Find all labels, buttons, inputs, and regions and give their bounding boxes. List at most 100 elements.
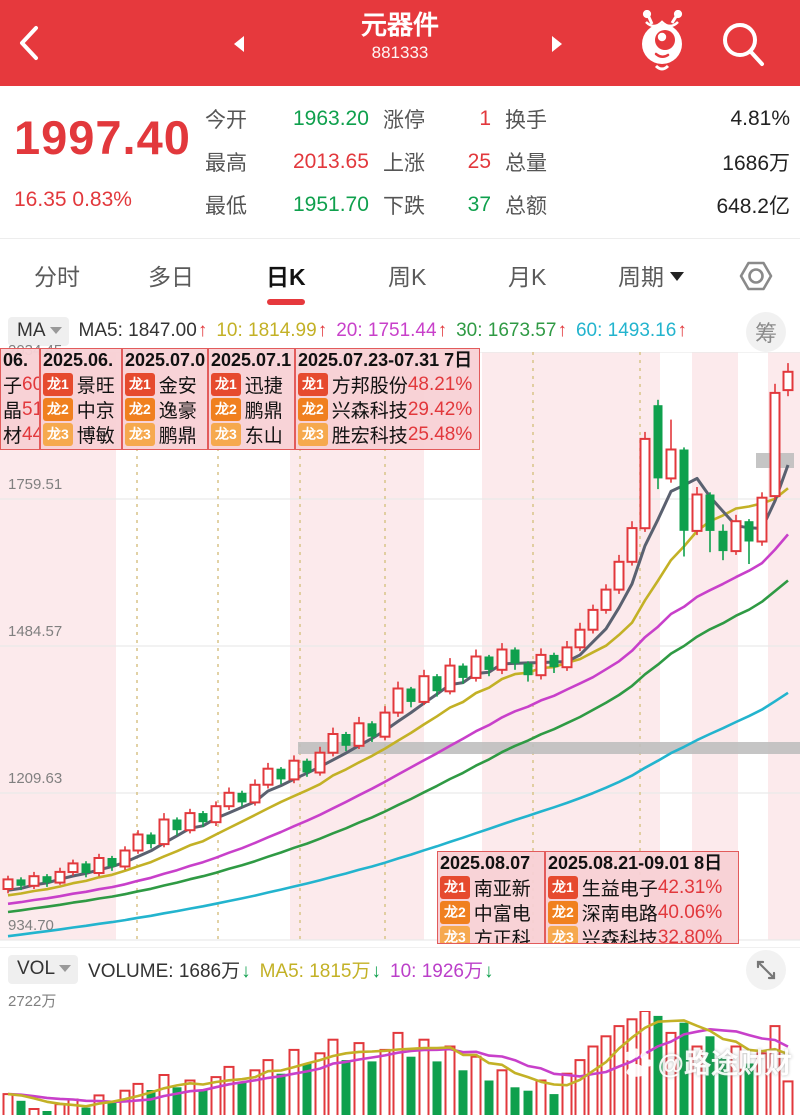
tab-label: 分时 — [34, 263, 80, 290]
dragon-rank-badge: 龙1 — [43, 373, 73, 396]
next-stock-arrow[interactable] — [552, 36, 562, 52]
quote-label: 下跌 — [383, 195, 425, 218]
settings-hexagon-icon[interactable] — [734, 255, 778, 297]
gain-percent: 44 — [22, 423, 39, 445]
gain-percent: 25.48% — [407, 423, 473, 445]
quote-value: 648.2亿 — [716, 195, 790, 218]
card-date-range: 2025.08.21-09.01 8日 — [548, 853, 723, 873]
legend-item: VOLUME: 1686万↓ — [88, 960, 251, 982]
quote-grid: 今开 1963.20 涨停 1 换手 4.81% 最高 2013.65 上涨 25 总量 1686万最… — [205, 102, 800, 222]
card-date-range: 2025.08.07 — [440, 853, 531, 873]
dragon-ranking-card: 2025.07.23-07.31 7日 龙1 方邦股份 48.21% 龙2 兴森科技 29.… — [295, 348, 480, 450]
dragon-rank-badge: 龙2 — [548, 901, 578, 924]
prev-stock-arrow[interactable] — [234, 36, 244, 52]
gain-percent: 40.06% — [657, 901, 723, 923]
quote-label: 总量 — [505, 152, 547, 175]
quote-row: 最高 2013.65 上涨 25 总量 1686万 — [205, 145, 790, 179]
dragon-row: 材44 — [1, 422, 39, 448]
chips-distribution-button[interactable]: 筹 — [746, 312, 786, 352]
y-axis-label: 1759.51 — [8, 476, 63, 493]
tab-周期[interactable]: 周期 — [618, 239, 684, 310]
dragon-row: 龙2 中京 — [41, 397, 121, 422]
legend-item: 10: 1926万↓ — [390, 960, 494, 982]
dragon-row: 龙2 鹏鼎 — [209, 397, 294, 422]
dragon-row: 龙3 胜宏科技 25.48% — [296, 422, 479, 447]
dragon-rank-badge: 龙1 — [125, 373, 155, 396]
kline-chart[interactable]: 2034.451759.511484.571209.63934.7006.子60… — [0, 342, 800, 947]
breadth-value: 37 — [467, 193, 491, 216]
quote-value: 2013.65 — [293, 150, 369, 173]
dragon-row: 龙2 中富电 — [438, 900, 544, 925]
dragon-rank-badge: 龙1 — [211, 373, 241, 396]
tab-周K[interactable]: 周K — [388, 239, 426, 310]
stock-name: 兴森科技 — [581, 929, 658, 944]
tab-多日[interactable]: 多日 — [148, 239, 194, 310]
tab-label: 周K — [388, 263, 427, 290]
dragon-ranking-card: 2025.07.0 龙1 金安 龙2 逸豪 龙3 鹏鼎 — [122, 348, 208, 450]
card-date-range: 2025.07.0 — [125, 350, 206, 370]
stock-name: 博敏 — [76, 426, 115, 447]
stock-name: 生益电子 — [581, 879, 658, 900]
indicator-selector[interactable]: MA — [8, 316, 69, 346]
dragon-rank-badge: 龙2 — [440, 901, 470, 924]
search-icon[interactable] — [716, 16, 770, 72]
dragon-row: 龙1 金安 — [123, 372, 207, 397]
paw-icon — [624, 1047, 652, 1077]
legend-item: 10: 1814.99↑ — [216, 320, 328, 341]
page-title: 元器件 — [360, 10, 439, 40]
dragon-rank-badge: 龙1 — [440, 876, 470, 899]
expand-icon[interactable] — [746, 950, 786, 990]
stock-name: 兴森科技 — [331, 401, 408, 422]
y-axis-label: 1484.57 — [8, 623, 63, 640]
tab-分时[interactable]: 分时 — [34, 239, 80, 310]
period-tabs: 分时 多日 日K 周K 月K 周期 — [0, 238, 800, 310]
trend-arrow-icon: ↑ — [677, 320, 687, 341]
trend-arrow-icon: ↓ — [483, 960, 494, 982]
indicator-selector[interactable]: VOL — [8, 954, 79, 984]
stock-name: 方邦股份 — [331, 376, 408, 397]
volume-pane[interactable]: 2722万 @路途财财 — [0, 990, 800, 1115]
tab-label: 月K — [508, 263, 547, 290]
quote-label: 上涨 — [383, 152, 425, 175]
quote-label: 最低 — [205, 195, 247, 218]
gain-percent: 48.21% — [407, 373, 473, 395]
mascot-logo-icon[interactable] — [632, 10, 694, 76]
dragon-ranking-card: 2025.08.07 龙1 南亚新 龙2 中富电 龙3 方正科 — [437, 851, 545, 944]
dragon-rank-badge: 龙3 — [298, 423, 328, 446]
dragon-rank-badge: 龙2 — [298, 398, 328, 421]
dragon-ranking-card: 2025.06. 龙1 景旺 龙2 中京 龙3 博敏 — [40, 348, 122, 450]
dragon-ranking-card: 2025.08.21-09.01 8日 龙1 生益电子 42.31% 龙2 深南电路 40.… — [545, 851, 739, 944]
back-icon[interactable] — [14, 20, 44, 66]
dragon-row: 龙3 兴森科技 32.80% — [546, 925, 738, 944]
quote-label: 最高 — [205, 152, 247, 175]
breadth-value: 1 — [479, 107, 491, 130]
dragon-row: 龙3 方正科 — [438, 925, 544, 943]
chevron-down-icon — [49, 327, 62, 334]
app-header: 元器件 881333 — [0, 0, 800, 86]
quote-label: 涨停 — [383, 109, 425, 132]
dragon-rank-badge: 龙2 — [125, 398, 155, 421]
quote-value: 1963.20 — [293, 107, 369, 130]
quote-label: 换手 — [505, 109, 547, 132]
quote-value: 1951.70 — [293, 193, 369, 216]
last-price: 1997.40 — [14, 111, 191, 164]
quote-label: 今开 — [205, 109, 247, 132]
active-tab-underline — [266, 299, 305, 305]
dragon-rank-badge: 龙1 — [298, 373, 328, 396]
trend-arrow-icon: ↑ — [437, 320, 448, 341]
watermark: @路途财财 — [620, 1042, 792, 1081]
tab-日K[interactable]: 日K — [266, 239, 306, 310]
stock-name: 材 — [3, 426, 23, 447]
dragon-rank-badge: 龙3 — [43, 423, 73, 446]
quote-label: 总额 — [505, 195, 547, 218]
dragon-row: 龙3 鹏鼎 — [123, 422, 207, 447]
price-change: 16.35 0.83% — [14, 188, 132, 211]
watermark-text: @路途财财 — [657, 1049, 792, 1079]
stock-name: 南亚新 — [473, 879, 531, 900]
stock-name: 中京 — [76, 401, 115, 422]
ma-legend-row: MA MA5: 1847.00↑ 10: 1814.99↑ 20: 1751.44↑ 3… — [0, 310, 800, 352]
tab-label: 周期 — [618, 263, 664, 290]
dragon-row: 龙2 兴森科技 29.42% — [296, 397, 479, 422]
tab-月K[interactable]: 月K — [508, 239, 546, 310]
